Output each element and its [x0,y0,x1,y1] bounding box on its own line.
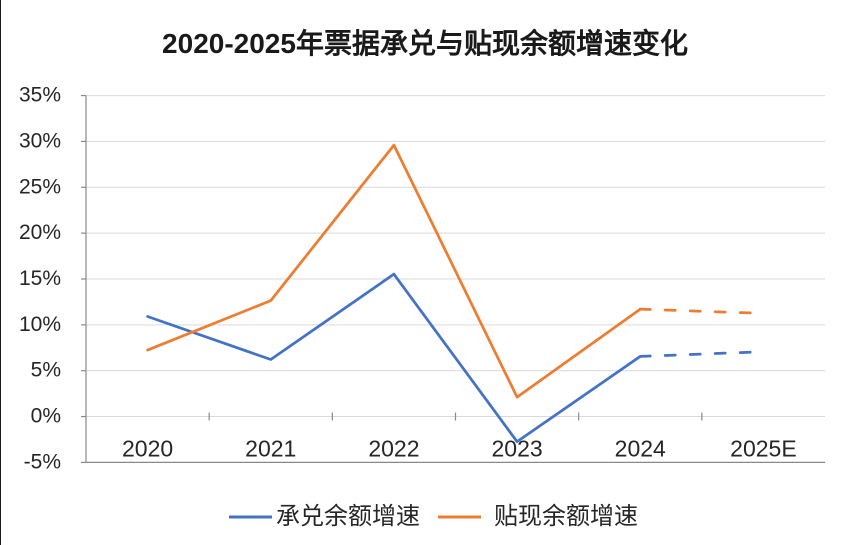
svg-text:2024: 2024 [615,435,666,461]
svg-text:5%: 5% [31,359,61,382]
svg-text:15%: 15% [19,267,61,290]
svg-text:0%: 0% [31,405,61,428]
svg-text:贴现余额增速: 贴现余额增速 [494,503,638,530]
svg-text:20%: 20% [19,221,61,244]
svg-text:2021: 2021 [245,435,296,461]
svg-text:35%: 35% [19,84,61,107]
svg-text:承兑余额增速: 承兑余额增速 [276,503,420,530]
svg-text:10%: 10% [19,313,61,336]
svg-text:2022: 2022 [368,435,419,461]
svg-text:30%: 30% [19,129,61,152]
svg-text:2025E: 2025E [730,435,797,461]
svg-text:25%: 25% [19,175,61,198]
svg-text:2023: 2023 [491,435,542,461]
svg-text:-5%: -5% [24,450,61,473]
svg-text:2020: 2020 [122,435,173,461]
